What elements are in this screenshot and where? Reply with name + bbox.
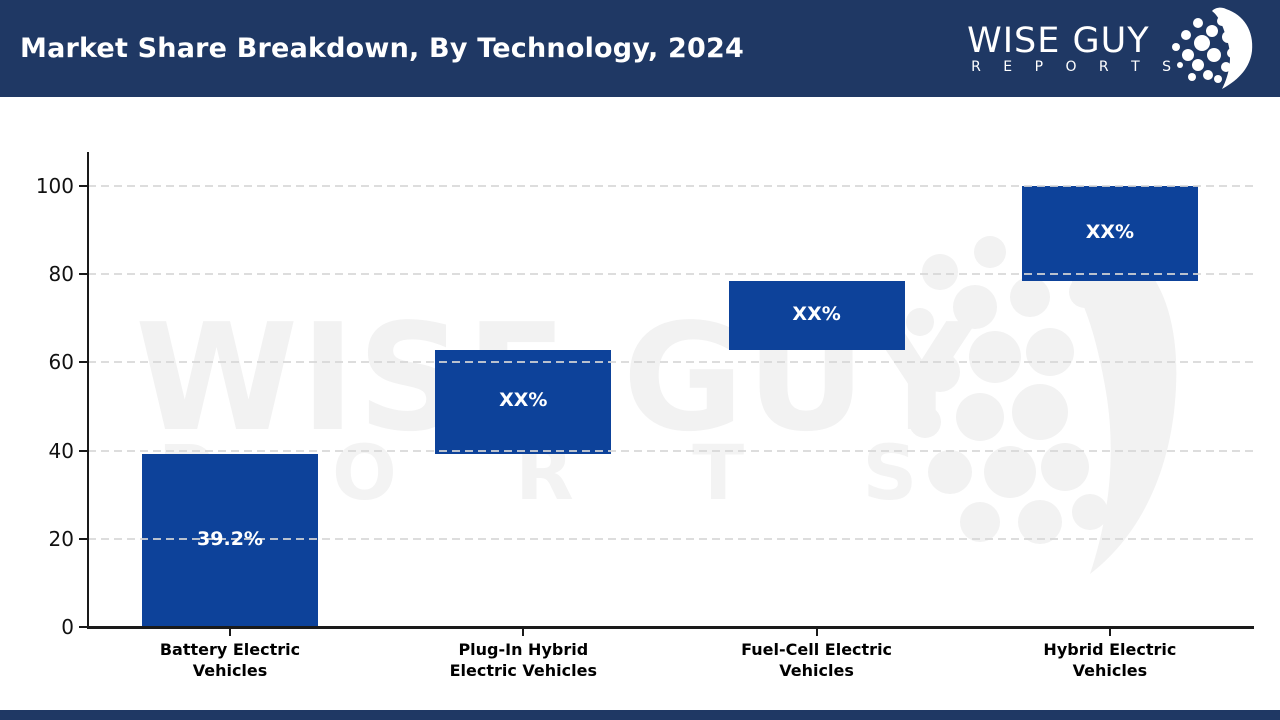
wise-guy-logo: WISE GUY R E P O R T S — [967, 7, 1256, 91]
x-axis-tick — [1108, 629, 1111, 636]
category-label: Fuel-Cell Electric Vehicles — [741, 640, 893, 680]
x-axis-tick — [815, 629, 818, 636]
logo-text: WISE GUY R E P O R T S — [967, 23, 1180, 75]
x-axis-line — [88, 626, 1254, 629]
logo-subtitle: R E P O R T S — [971, 58, 1180, 75]
y-axis-tick — [79, 361, 88, 364]
x-axis-tick — [522, 629, 525, 636]
y-axis-tick — [79, 273, 88, 276]
y-axis-tick — [79, 537, 88, 540]
bar — [142, 454, 318, 627]
y-tick-label: 40 — [48, 438, 74, 463]
gridline — [88, 537, 1254, 540]
y-axis-line — [87, 152, 89, 629]
x-axis-tick — [229, 629, 231, 636]
gridline — [88, 273, 1254, 276]
bar-value-label: XX% — [1085, 220, 1135, 243]
y-tick-label: 80 — [48, 262, 74, 287]
category-label: Plug-In Hybrid Electric Vehicles — [449, 640, 597, 680]
logo-head-icon — [1172, 7, 1253, 89]
bar — [728, 281, 905, 351]
bar — [435, 350, 612, 455]
category-label: Hybrid Electric Vehicles — [1043, 640, 1177, 680]
header-bar: Market Share Breakdown, By Technology, 2… — [0, 0, 1280, 97]
y-tick-label: 100 — [35, 174, 74, 198]
category-label: Battery Electric Vehicles — [159, 640, 301, 680]
bar-value-label: XX% — [792, 302, 841, 325]
footer-bar — [0, 710, 1280, 720]
bar-value-label: 39.2% — [197, 527, 263, 550]
page-title: Market Share Breakdown, By Technology, 2… — [20, 33, 745, 64]
gridline — [88, 185, 1254, 187]
bar — [1021, 186, 1198, 282]
y-tick-label: 60 — [48, 350, 74, 375]
gridline — [88, 449, 1254, 452]
y-axis-tick — [79, 626, 88, 628]
y-tick-label: 20 — [48, 526, 74, 551]
bar-value-label: XX% — [499, 389, 548, 412]
y-axis-tick — [79, 185, 88, 187]
logo-wordmark: WISE GUY — [967, 20, 1150, 61]
y-axis-tick — [79, 449, 88, 452]
y-tick-label: 0 — [61, 615, 74, 639]
gridline — [88, 361, 1254, 364]
